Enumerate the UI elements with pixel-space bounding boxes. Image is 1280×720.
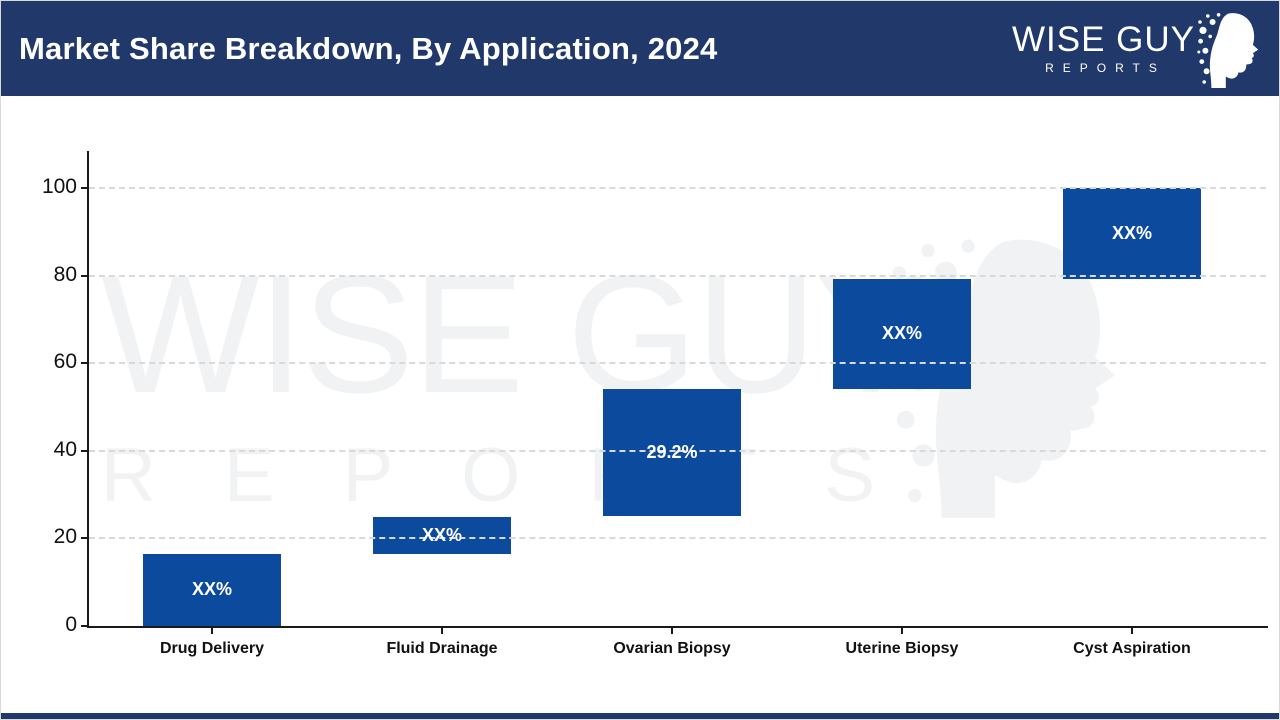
bar-value-label: XX% — [421, 524, 463, 545]
gridline-80 — [89, 274, 1266, 277]
x-category-label: Ovarian Biopsy — [613, 640, 731, 657]
x-tick-mark — [211, 626, 213, 634]
bar-ovarian-biopsy — [603, 388, 741, 517]
y-tick-label-20: 20 — [53, 525, 77, 549]
x-category-label: Uterine Biopsy — [845, 640, 959, 657]
bar-drug-delivery — [143, 553, 281, 626]
wiseguy-logo: WISE GUY REPORTS — [1012, 10, 1263, 88]
x-axis-spine — [87, 626, 1268, 628]
bar-value-label: XX% — [881, 323, 923, 344]
logo-text: WISE GUY REPORTS — [1012, 22, 1195, 75]
bar-value-label: XX% — [191, 579, 233, 600]
x-category-label: Cyst Aspiration — [1073, 640, 1191, 657]
bar-value-label: 29.2% — [646, 442, 698, 463]
x-tick-mark — [1131, 626, 1133, 634]
y-tick-label-80: 80 — [53, 262, 77, 286]
gridline-40 — [89, 449, 1266, 452]
x-tick-mark — [441, 626, 443, 634]
logo-name: WISE GUY — [1011, 20, 1195, 59]
y-tick-mark-20 — [81, 537, 89, 540]
bar-fluid-drainage — [373, 516, 511, 554]
bar-value-label: XX% — [1111, 223, 1153, 244]
chart-canvas: WISE GUY REPORTS 0 20 40 60 80 100 XX% Drug Del… — [1, 96, 1279, 715]
y-tick-label-100: 100 — [41, 175, 77, 198]
footer-bar — [1, 713, 1279, 719]
logo-tagline: REPORTS — [1045, 61, 1166, 75]
y-tick-mark-40 — [81, 449, 89, 452]
wiseguy-face-icon — [1197, 12, 1259, 88]
gridline-20 — [89, 537, 1266, 540]
x-category-label: Fluid Drainage — [386, 640, 498, 657]
page-title: Market Share Breakdown, By Application, … — [19, 30, 718, 66]
y-axis-spine — [87, 151, 89, 628]
x-tick-mark — [901, 626, 903, 634]
y-tick-mark-80 — [81, 274, 89, 277]
y-tick-label-60: 60 — [53, 350, 77, 374]
gridline-60 — [89, 362, 1266, 365]
x-tick-mark — [671, 626, 673, 634]
watermark-text: WISE GUY REPORTS — [101, 246, 943, 519]
header-bar: Market Share Breakdown, By Application, … — [1, 1, 1279, 96]
y-tick-mark-60 — [81, 362, 89, 365]
y-tick-mark-100 — [81, 187, 89, 189]
y-tick-mark-0 — [81, 625, 89, 627]
y-tick-label-0: 0 — [65, 613, 77, 636]
y-tick-label-40: 40 — [53, 437, 77, 461]
watermark-name: WISE GUY — [101, 240, 927, 428]
watermark-tagline: REPORTS — [101, 433, 944, 519]
x-category-label: Drug Delivery — [159, 640, 265, 657]
gridline-100 — [89, 187, 1266, 189]
